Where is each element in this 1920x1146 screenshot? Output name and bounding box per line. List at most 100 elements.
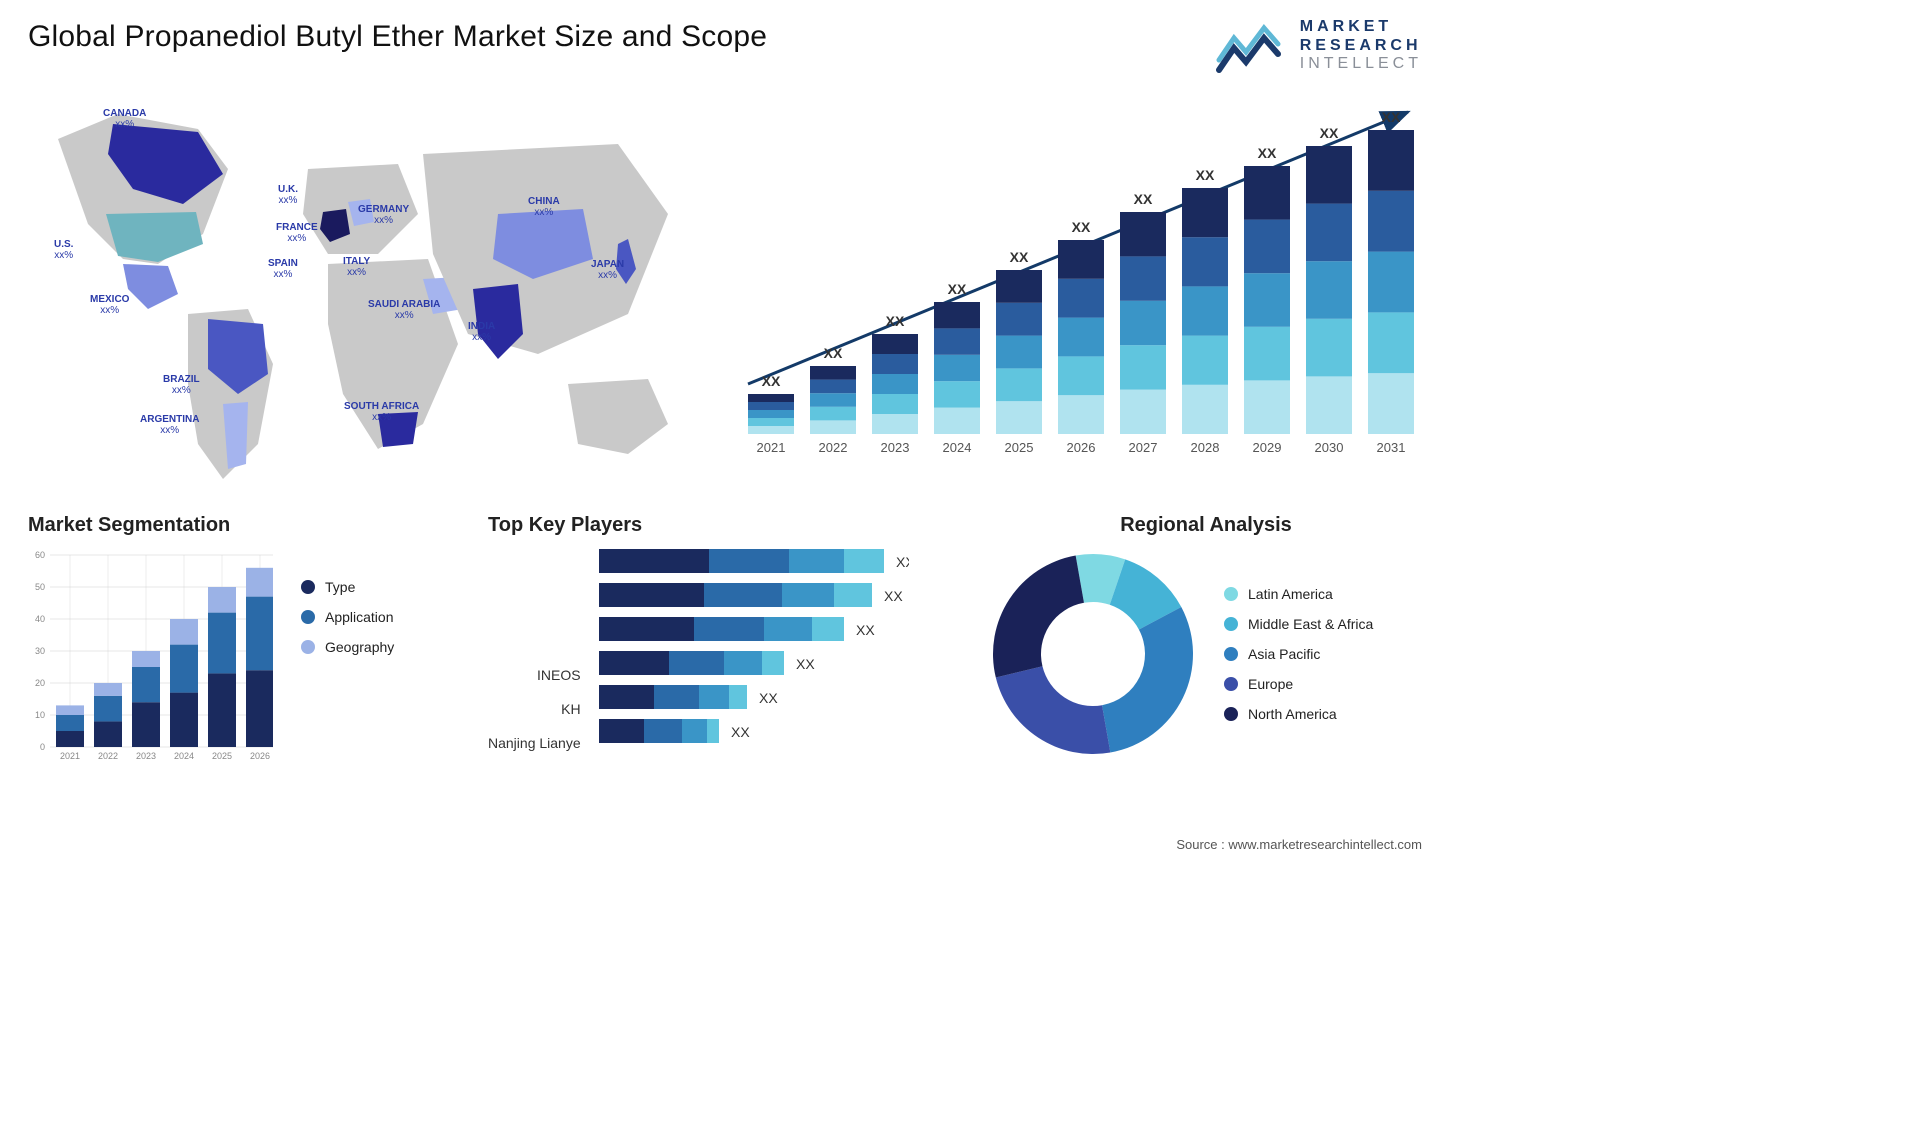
brand-logo: MARKET RESEARCH INTELLECT bbox=[1216, 18, 1422, 74]
main-bar-seg bbox=[996, 368, 1042, 401]
main-bar-label: XX bbox=[1382, 109, 1401, 125]
main-bar-seg bbox=[996, 336, 1042, 369]
player-bar-seg bbox=[644, 719, 682, 743]
player-bar-seg bbox=[599, 685, 654, 709]
main-bar-seg bbox=[1120, 345, 1166, 389]
main-bar-seg bbox=[748, 418, 794, 426]
player-bar-seg bbox=[729, 685, 747, 709]
map-label-saudiarabia: SAUDI ARABIAxx% bbox=[368, 299, 440, 321]
main-bar-seg bbox=[1182, 237, 1228, 286]
main-bar-seg bbox=[872, 414, 918, 434]
main-bar-label: XX bbox=[1196, 167, 1215, 183]
main-bar-seg bbox=[1182, 385, 1228, 434]
svg-text:0: 0 bbox=[40, 742, 45, 752]
map-shape-australia bbox=[568, 379, 668, 454]
players-labels: INEOSKHNanjing Lianye bbox=[488, 549, 581, 757]
main-bar-seg bbox=[1120, 390, 1166, 434]
player-bar-seg bbox=[844, 549, 884, 573]
seg-bar bbox=[208, 673, 236, 747]
player-bar-seg bbox=[707, 719, 719, 743]
map-label-germany: GERMANYxx% bbox=[358, 204, 409, 226]
seg-bar bbox=[208, 613, 236, 674]
seg-bar bbox=[56, 715, 84, 731]
main-bar-seg bbox=[748, 394, 794, 402]
legend-label: Europe bbox=[1248, 676, 1293, 692]
main-bar-seg bbox=[1368, 191, 1414, 252]
main-bar-seg bbox=[748, 410, 794, 418]
main-bar-seg bbox=[934, 408, 980, 434]
main-bar-seg bbox=[1182, 188, 1228, 237]
map-label-southafrica: SOUTH AFRICAxx% bbox=[344, 401, 419, 423]
svg-text:30: 30 bbox=[35, 646, 45, 656]
map-label-mexico: MEXICOxx% bbox=[90, 294, 129, 316]
seg-bar bbox=[94, 721, 122, 747]
map-label-france: FRANCExx% bbox=[276, 222, 318, 244]
legend-dot bbox=[1224, 677, 1238, 691]
seg-bar bbox=[208, 587, 236, 613]
svg-text:2025: 2025 bbox=[212, 751, 232, 761]
main-bar-label: XX bbox=[762, 373, 781, 389]
map-label-brazil: BRAZILxx% bbox=[163, 374, 200, 396]
player-bar-seg bbox=[789, 549, 844, 573]
legend-label: Application bbox=[325, 609, 394, 625]
main-bar-seg bbox=[934, 302, 980, 328]
seg-bar bbox=[246, 568, 273, 597]
region-legend-item: Middle East & Africa bbox=[1224, 616, 1373, 632]
segmentation-legend: Type Application Geography bbox=[301, 579, 394, 764]
player-bar-seg bbox=[599, 583, 704, 607]
logo-text-2: RESEARCH bbox=[1300, 37, 1422, 55]
player-bar-label: XX bbox=[884, 588, 903, 604]
legend-dot bbox=[301, 640, 315, 654]
main-bar-year: 2023 bbox=[881, 440, 910, 455]
main-bar-seg bbox=[1244, 166, 1290, 220]
player-name: Nanjing Lianye bbox=[488, 731, 581, 755]
main-bar-seg bbox=[1120, 212, 1166, 256]
main-bar-seg bbox=[996, 270, 1042, 303]
player-bar-seg bbox=[699, 685, 729, 709]
main-bar-label: XX bbox=[1134, 191, 1153, 207]
segmentation-title: Market Segmentation bbox=[28, 514, 458, 537]
main-bar-seg bbox=[934, 381, 980, 407]
player-bar-seg bbox=[694, 617, 764, 641]
seg-bar bbox=[170, 693, 198, 747]
map-label-argentina: ARGENTINAxx% bbox=[140, 414, 199, 436]
seg-legend-item: Geography bbox=[301, 639, 394, 655]
map-label-italy: ITALYxx% bbox=[343, 256, 370, 278]
map-label-india: INDIAxx% bbox=[468, 321, 495, 343]
main-bar-year: 2022 bbox=[819, 440, 848, 455]
logo-mark bbox=[1216, 18, 1286, 74]
player-bar-seg bbox=[669, 651, 724, 675]
legend-label: Type bbox=[325, 579, 355, 595]
seg-legend-item: Application bbox=[301, 609, 394, 625]
seg-bar bbox=[170, 645, 198, 693]
player-bar-seg bbox=[704, 583, 782, 607]
main-bar-seg bbox=[1182, 336, 1228, 385]
market-size-chart: XX2021XX2022XX2023XX2024XX2025XX2026XX20… bbox=[738, 94, 1428, 464]
seg-bar bbox=[246, 597, 273, 671]
player-bar-seg bbox=[599, 617, 694, 641]
main-bar-seg bbox=[810, 420, 856, 434]
main-bar-year: 2027 bbox=[1129, 440, 1158, 455]
main-bar-seg bbox=[996, 401, 1042, 434]
main-bar-seg bbox=[810, 380, 856, 394]
player-bar-seg bbox=[654, 685, 699, 709]
map-label-japan: JAPANxx% bbox=[591, 259, 624, 281]
main-bar-seg bbox=[1058, 395, 1104, 434]
player-bar-label: XX bbox=[856, 622, 875, 638]
svg-text:50: 50 bbox=[35, 582, 45, 592]
donut-slice bbox=[1102, 607, 1193, 752]
main-bar-seg bbox=[1306, 319, 1352, 377]
segmentation-panel: Market Segmentation 01020304050602021202… bbox=[28, 514, 458, 764]
player-bar-label: XX bbox=[796, 656, 815, 672]
main-bar-label: XX bbox=[1320, 125, 1339, 141]
main-bar-seg bbox=[1368, 130, 1414, 191]
main-bar-seg bbox=[1306, 376, 1352, 434]
source-text: Source : www.marketresearchintellect.com bbox=[1176, 837, 1422, 852]
page-title: Global Propanediol Butyl Ether Market Si… bbox=[28, 20, 1424, 54]
svg-text:2022: 2022 bbox=[98, 751, 118, 761]
player-bar-seg bbox=[834, 583, 872, 607]
main-bar-seg bbox=[872, 334, 918, 354]
legend-dot bbox=[301, 580, 315, 594]
main-bar-seg bbox=[1306, 261, 1352, 319]
seg-bar bbox=[94, 696, 122, 722]
